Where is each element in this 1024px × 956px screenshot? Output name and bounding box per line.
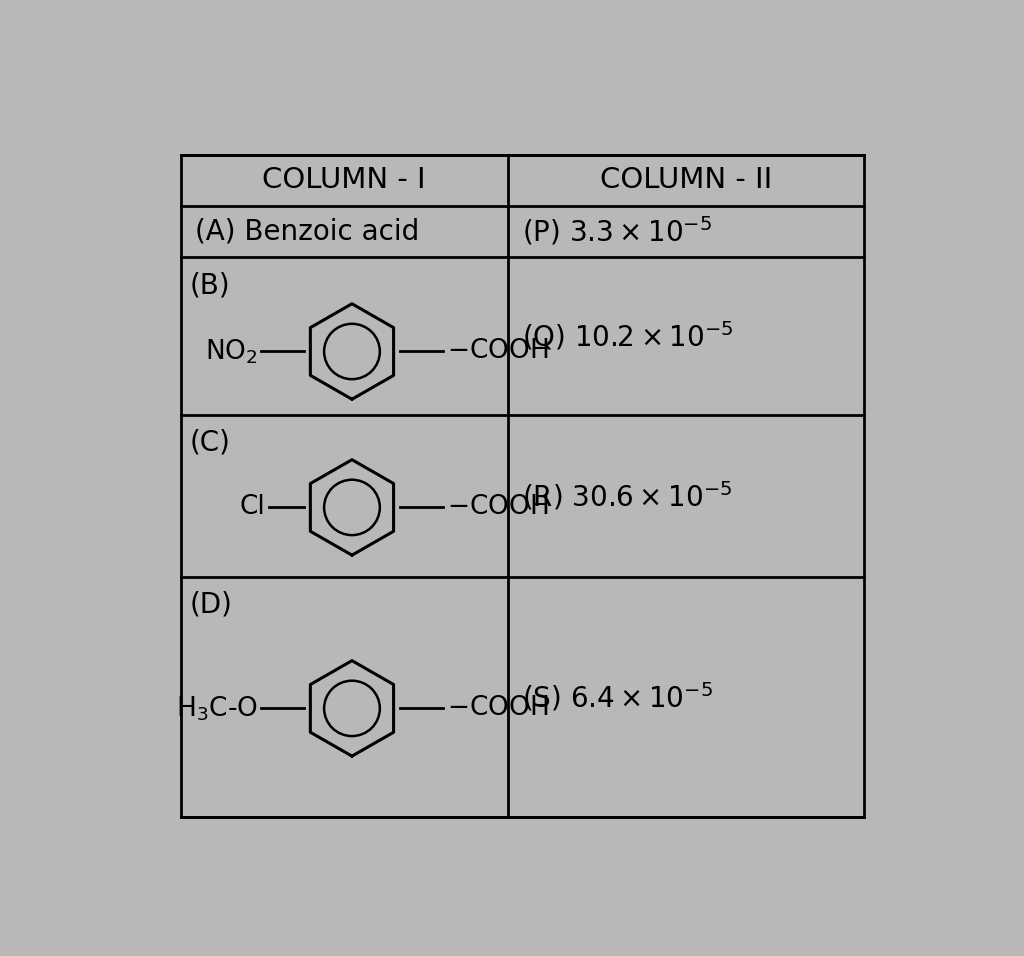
Text: (Q) $10.2 \times 10^{-5}$: (Q) $10.2 \times 10^{-5}$	[521, 319, 733, 353]
Text: NO$_2$: NO$_2$	[205, 337, 257, 366]
Text: (S) $6.4 \times 10^{-5}$: (S) $6.4 \times 10^{-5}$	[521, 681, 713, 713]
Text: (D): (D)	[190, 591, 232, 619]
Text: COLUMN - II: COLUMN - II	[600, 166, 772, 194]
Text: (R) $30.6 \times 10^{-5}$: (R) $30.6 \times 10^{-5}$	[521, 479, 732, 512]
Text: (B): (B)	[190, 272, 230, 299]
Text: $-$COOH: $-$COOH	[446, 338, 548, 364]
Text: (C): (C)	[190, 429, 230, 457]
Text: COLUMN - I: COLUMN - I	[262, 166, 426, 194]
Text: $-$COOH: $-$COOH	[446, 695, 548, 722]
Text: Cl: Cl	[240, 494, 265, 520]
Text: $-$COOH: $-$COOH	[446, 494, 548, 520]
Text: H$_3$C-O: H$_3$C-O	[176, 694, 257, 723]
Text: (A) Benzoic acid: (A) Benzoic acid	[195, 217, 419, 246]
Text: (P) $3.3 \times 10^{-5}$: (P) $3.3 \times 10^{-5}$	[521, 215, 712, 248]
Bar	[180, 155, 864, 817]
